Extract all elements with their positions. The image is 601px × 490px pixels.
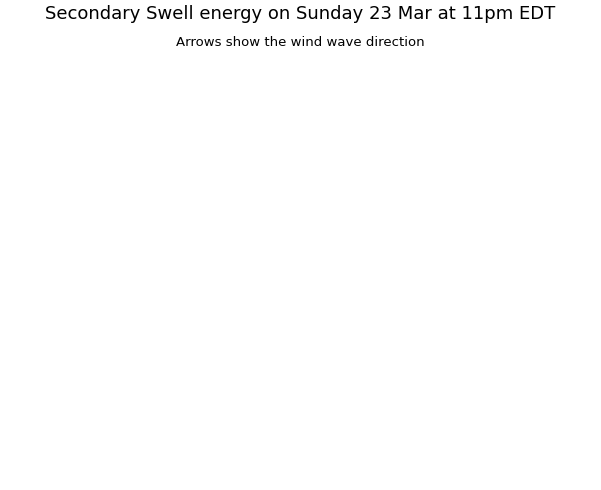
Text: cartopy not available: cartopy not available [227,266,374,280]
Text: Secondary Swell energy on Sunday 23 Mar at 11pm EDT: Secondary Swell energy on Sunday 23 Mar … [45,5,556,23]
Text: Arrows show the wind wave direction: Arrows show the wind wave direction [176,36,425,49]
